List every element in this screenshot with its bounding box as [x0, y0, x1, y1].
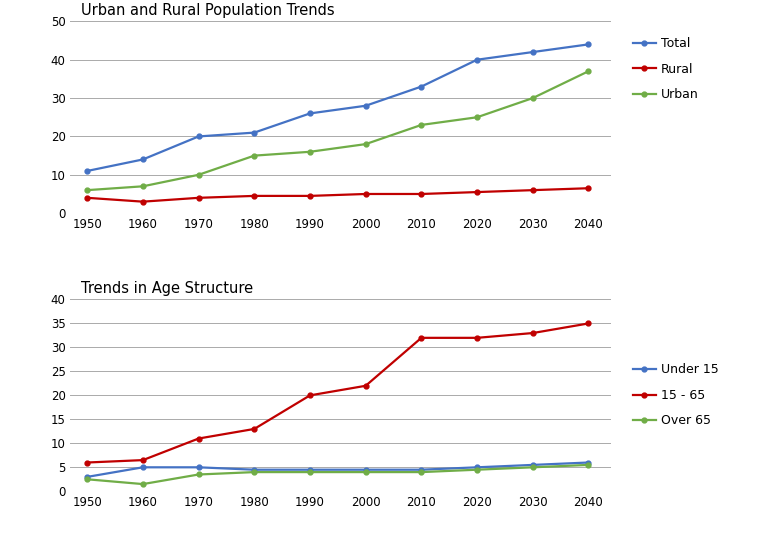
Under 15: [417, 467, 426, 473]
Rural: [361, 191, 370, 197]
Over 65: [82, 476, 92, 483]
Total: [194, 134, 204, 140]
Over 65: [361, 469, 370, 475]
Over 65: [138, 481, 147, 488]
15 - 65: [194, 435, 204, 442]
Text: Urban and Rural Population Trends: Urban and Rural Population Trends: [81, 3, 335, 18]
Urban: [361, 141, 370, 147]
15 - 65: [528, 330, 537, 336]
Line: Rural: Rural: [85, 186, 591, 204]
Urban: [82, 187, 92, 193]
15 - 65: [305, 392, 315, 398]
Under 15: [361, 467, 370, 473]
Total: [528, 49, 537, 55]
15 - 65: [82, 459, 92, 466]
Over 65: [305, 469, 315, 475]
15 - 65: [417, 335, 426, 341]
Rural: [138, 199, 147, 205]
Line: Urban: Urban: [85, 69, 591, 193]
Urban: [584, 68, 594, 74]
Under 15: [138, 464, 147, 470]
Rural: [472, 189, 482, 195]
Under 15: [194, 464, 204, 470]
Legend: Total, Rural, Urban: Total, Rural, Urban: [633, 37, 698, 101]
Urban: [194, 171, 204, 178]
Urban: [417, 122, 426, 128]
Rural: [584, 185, 594, 191]
Over 65: [584, 462, 594, 468]
Total: [417, 83, 426, 90]
Text: Trends in Age Structure: Trends in Age Structure: [81, 281, 254, 296]
15 - 65: [138, 457, 147, 464]
Rural: [305, 193, 315, 199]
Total: [472, 57, 482, 63]
Total: [82, 168, 92, 174]
Over 65: [528, 464, 537, 470]
Urban: [250, 152, 259, 159]
Urban: [138, 183, 147, 190]
Urban: [305, 148, 315, 155]
Rural: [528, 187, 537, 193]
15 - 65: [361, 382, 370, 389]
Urban: [528, 95, 537, 101]
Under 15: [584, 459, 594, 466]
Under 15: [250, 467, 259, 473]
Under 15: [472, 464, 482, 470]
15 - 65: [472, 335, 482, 341]
Rural: [250, 193, 259, 199]
Urban: [472, 114, 482, 121]
Over 65: [417, 469, 426, 475]
15 - 65: [250, 426, 259, 432]
Line: Under 15: Under 15: [85, 460, 591, 480]
Under 15: [305, 467, 315, 473]
Over 65: [194, 472, 204, 478]
Total: [361, 103, 370, 109]
15 - 65: [584, 320, 594, 327]
Total: [305, 110, 315, 116]
Total: [584, 41, 594, 48]
Legend: Under 15, 15 - 65, Over 65: Under 15, 15 - 65, Over 65: [633, 363, 719, 427]
Under 15: [82, 474, 92, 480]
Line: Over 65: Over 65: [85, 462, 591, 486]
Total: [250, 129, 259, 136]
Over 65: [472, 467, 482, 473]
Rural: [194, 194, 204, 201]
Line: Total: Total: [85, 42, 591, 174]
Total: [138, 156, 147, 163]
Over 65: [250, 469, 259, 475]
Rural: [82, 194, 92, 201]
Rural: [417, 191, 426, 197]
Line: 15 - 65: 15 - 65: [85, 321, 591, 465]
Under 15: [528, 462, 537, 468]
